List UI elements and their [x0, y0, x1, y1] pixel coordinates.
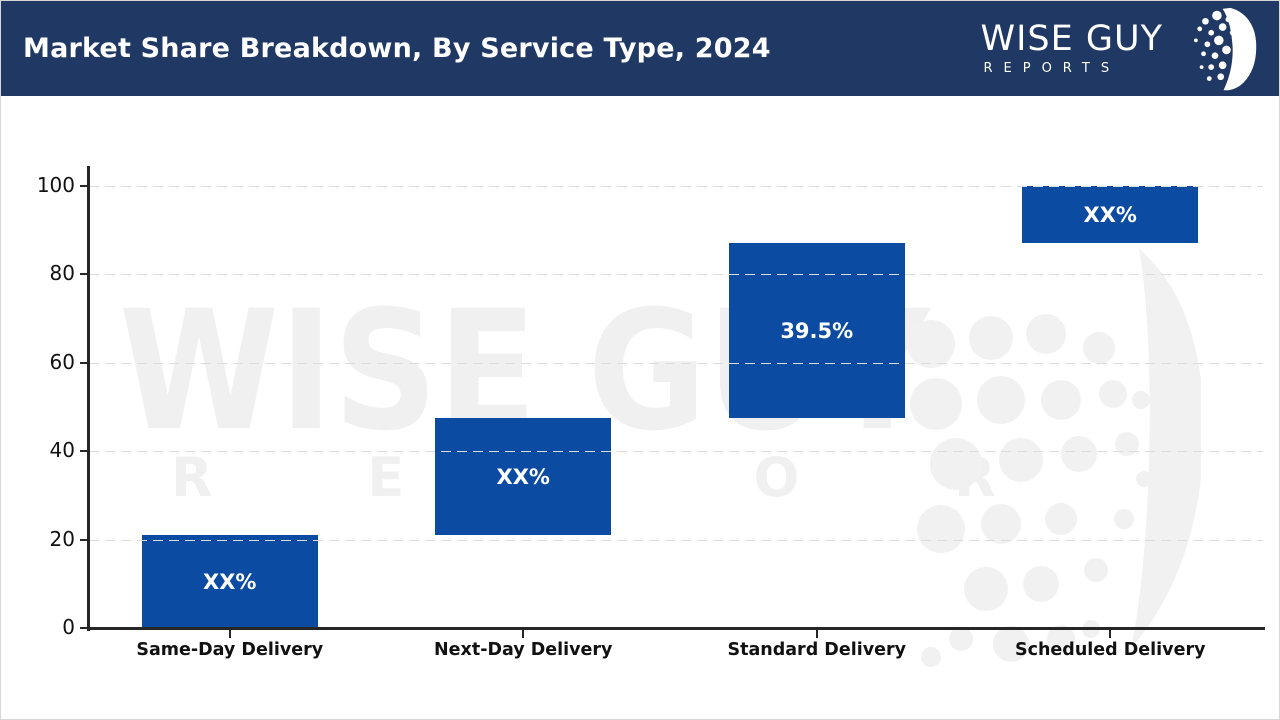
x-axis-tick-mark: [1109, 630, 1112, 638]
chart-title: Market Share Breakdown, By Service Type,…: [23, 33, 771, 64]
x-axis-tick-mark: [228, 630, 231, 638]
y-axis-tick-label: 20: [49, 526, 75, 551]
y-axis-tick-mark: [80, 450, 89, 453]
x-axis-category-label: Same-Day Delivery: [136, 640, 324, 660]
bar-value-label: XX%: [496, 464, 550, 489]
bar-scheduled-delivery: XX%: [1022, 186, 1199, 244]
y-axis-tick-label: 100: [36, 173, 75, 197]
brand-logo: WISE GUY REPORTS: [980, 7, 1265, 91]
x-axis-tick-mark: [522, 630, 525, 638]
y-axis-tick-label: 60: [49, 349, 75, 374]
x-axis-category-label: Standard Delivery: [727, 640, 907, 660]
y-axis-line: [87, 166, 90, 631]
bar-next-day-delivery: XX%: [435, 418, 612, 536]
bar-value-label: XX%: [1083, 202, 1137, 227]
watermark-face-dots: [907, 249, 1201, 667]
face-dots-icon: [1193, 7, 1257, 91]
bar-same-day-delivery: XX%: [141, 535, 318, 628]
bar-value-label: XX%: [203, 569, 257, 594]
y-axis-tick-mark: [80, 627, 89, 629]
header-bar: Market Share Breakdown, By Service Type,…: [1, 1, 1279, 96]
gridline: [89, 451, 1263, 453]
brand-name: WISE GUY: [980, 19, 1163, 59]
x-axis-tick-mark: [815, 630, 818, 638]
bar-standard-delivery: 39.5%: [728, 243, 905, 419]
y-axis-tick-mark: [80, 361, 89, 364]
gridline: [89, 274, 1263, 276]
y-axis-tick-label: 80: [49, 261, 75, 286]
x-axis-category-label: Next-Day Delivery: [434, 640, 613, 660]
gridline: [89, 186, 1263, 187]
chart-plot-area: WISE GUY R E P O R T S 020406080100XX%Sa…: [1, 96, 1279, 719]
y-axis-tick-mark: [80, 538, 89, 541]
y-axis-tick-mark: [80, 185, 89, 187]
brand-logo-text: WISE GUY REPORTS: [980, 19, 1163, 77]
x-axis-category-label: Scheduled Delivery: [1015, 640, 1206, 660]
gridline: [89, 539, 1263, 541]
y-axis-tick-mark: [80, 273, 89, 276]
bar-value-label: 39.5%: [780, 318, 854, 343]
y-axis-tick-label: 0: [62, 615, 75, 639]
brand-subtitle: REPORTS: [983, 61, 1121, 76]
gridline: [89, 362, 1263, 364]
x-axis-line: [87, 627, 1265, 630]
y-axis-tick-label: 40: [49, 438, 75, 463]
